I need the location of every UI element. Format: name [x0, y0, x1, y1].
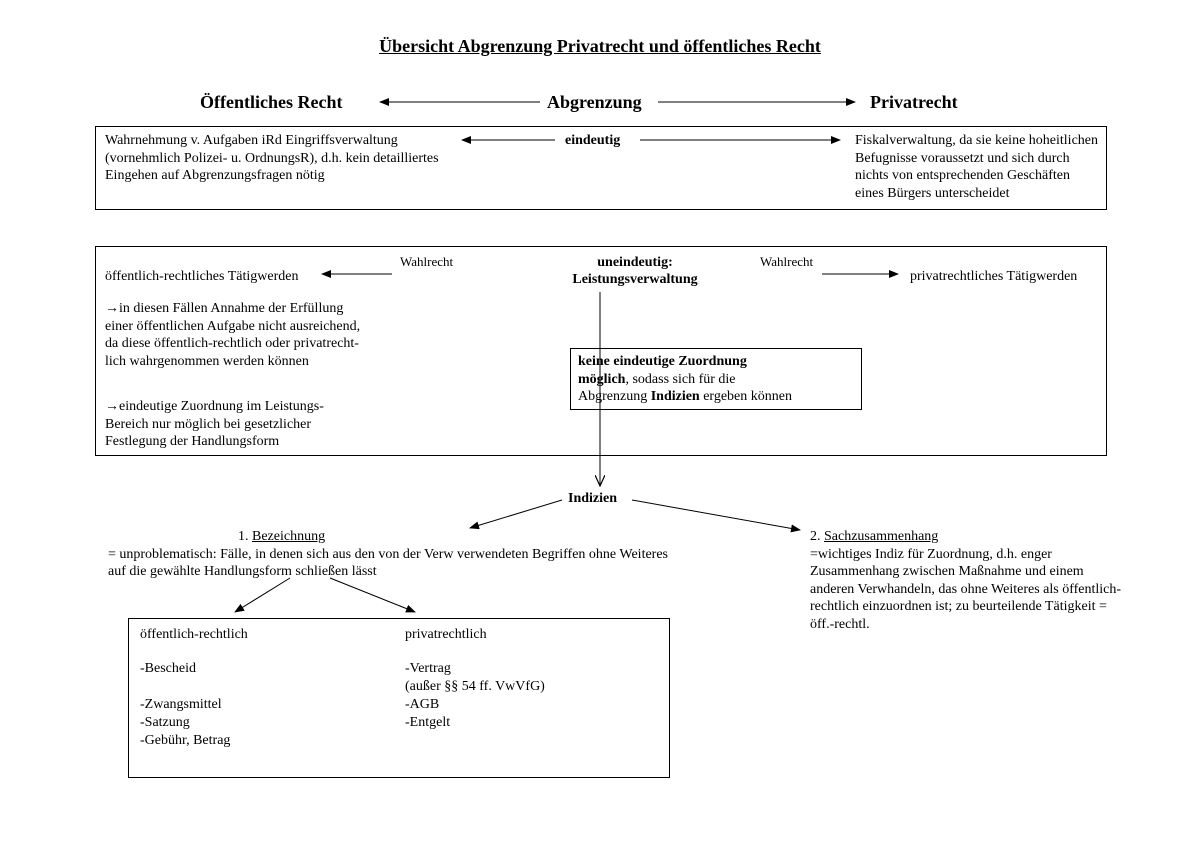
header-left: Öffentliches Recht [200, 92, 342, 113]
examples-left-head: öffentlich-rechtlich [140, 626, 248, 644]
header-center: Abgrenzung [547, 92, 642, 113]
row2-center-top: uneindeutig: [560, 254, 710, 272]
inner-line3b: Indizien [651, 389, 700, 404]
col1-text: = unproblematisch: Fälle, in denen sich … [108, 546, 678, 581]
indizien-col2: 2. Sachzusammenhang =wichtiges Indiz für… [810, 528, 1130, 633]
col1-num: 1. [238, 529, 252, 544]
examples-left-2: -Zwangsmittel [140, 696, 222, 714]
examples-right-2: -AGB [405, 696, 439, 714]
row2-left-p1: →in diesen Fällen Annahme der Erfüllung … [105, 300, 365, 370]
examples-left-4: -Gebühr, Betrag [140, 732, 230, 750]
examples-right-0: -Vertrag [405, 660, 451, 678]
examples-left-3: -Satzung [140, 714, 190, 732]
examples-right-3: -Entgelt [405, 714, 450, 732]
row2-inner-text: keine eindeutige Zuordnung möglich, soda… [578, 353, 854, 406]
inner-line1b: möglich [578, 372, 625, 387]
row2-wahlrecht-right: Wahlrecht [760, 254, 813, 270]
col2-title: Sachzusammenhang [824, 529, 938, 544]
col2-text: =wichtiges Indiz für Zuordnung, d.h. eng… [810, 546, 1130, 634]
page-title: Übersicht Abgrenzung Privatrecht und öff… [0, 36, 1200, 57]
header-right: Privatrecht [870, 92, 958, 113]
examples-right-1: (außer §§ 54 ff. VwVfG) [405, 678, 545, 696]
row2-wahlrecht-left: Wahlrecht [400, 254, 453, 270]
row2-right-head: privatrechtliches Tätigwerden [910, 268, 1077, 286]
row1-left: Wahrnehmung v. Aufgaben iRd Eingriffsver… [105, 132, 450, 185]
row1-center: eindeutig [565, 132, 620, 150]
indizien-col1: 1. Bezeichnung = unproblematisch: Fälle,… [108, 528, 678, 581]
examples-left-0: -Bescheid [140, 660, 196, 678]
examples-right-head: privatrechtlich [405, 626, 487, 644]
inner-line3c: ergeben können [700, 389, 792, 404]
inner-line3a: Abgrenzung [578, 389, 651, 404]
indizien-label: Indizien [568, 490, 617, 508]
inner-line1a: keine eindeutige Zuordnung [578, 354, 747, 369]
col1-title: Bezeichnung [252, 529, 325, 544]
inner-line2: , sodass sich für die [625, 372, 735, 387]
row1-right: Fiskalverwaltung, da sie keine hoheitlic… [855, 132, 1100, 202]
row2-left-p2: →eindeutige Zuordnung im Leistungs-Berei… [105, 398, 365, 451]
row2-left-head: öffentlich-rechtliches Tätigwerden [105, 268, 298, 286]
row2-center-bottom: Leistungsverwaltung [545, 271, 725, 289]
col2-num: 2. [810, 529, 824, 544]
